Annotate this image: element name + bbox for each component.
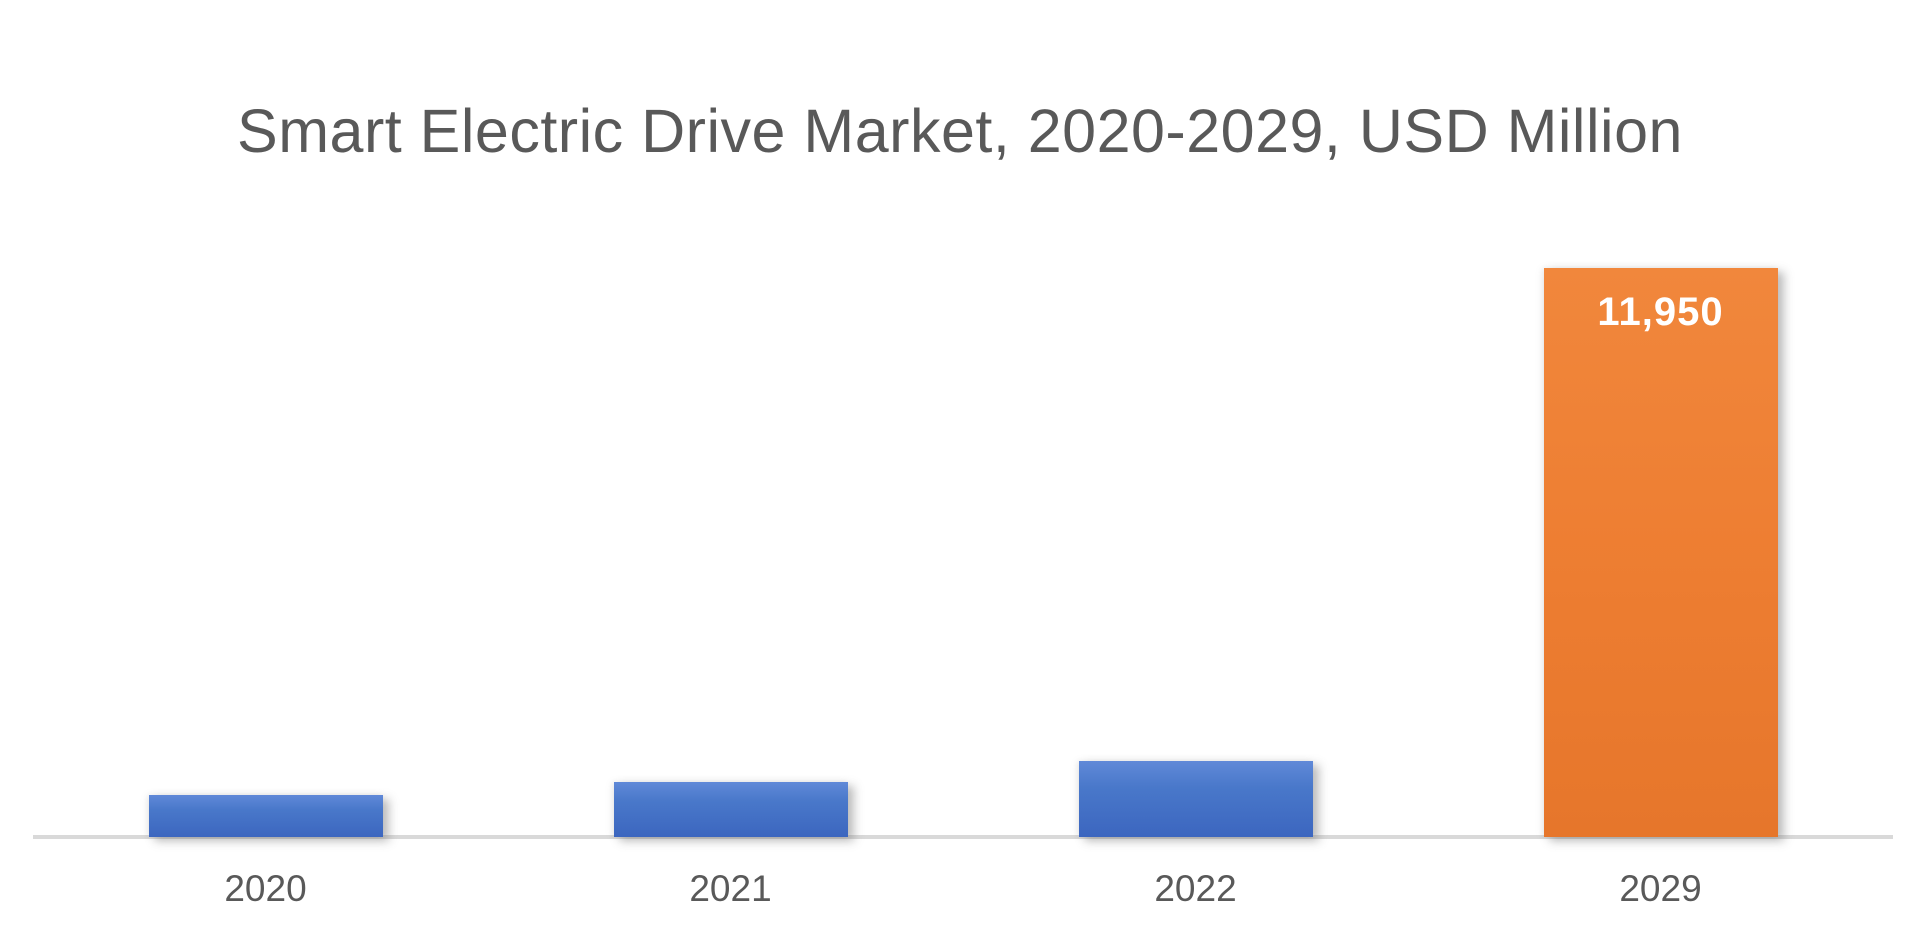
bar-2020 [148,795,383,837]
bar-2029: 11,950 [1543,268,1778,837]
bar-value-label-2029: 11,950 [1597,290,1724,334]
bar-2021 [613,782,848,837]
chart-title: Smart Electric Drive Market, 2020-2029, … [237,97,1683,165]
bar-2022 [1078,761,1313,837]
x-axis-label-2021: 2021 [689,868,772,909]
x-axis-line [33,835,1893,839]
x-axis-label-2022: 2022 [1154,868,1237,909]
x-axis-label-2029: 2029 [1619,868,1702,909]
x-axis-label-2020: 2020 [224,868,307,909]
